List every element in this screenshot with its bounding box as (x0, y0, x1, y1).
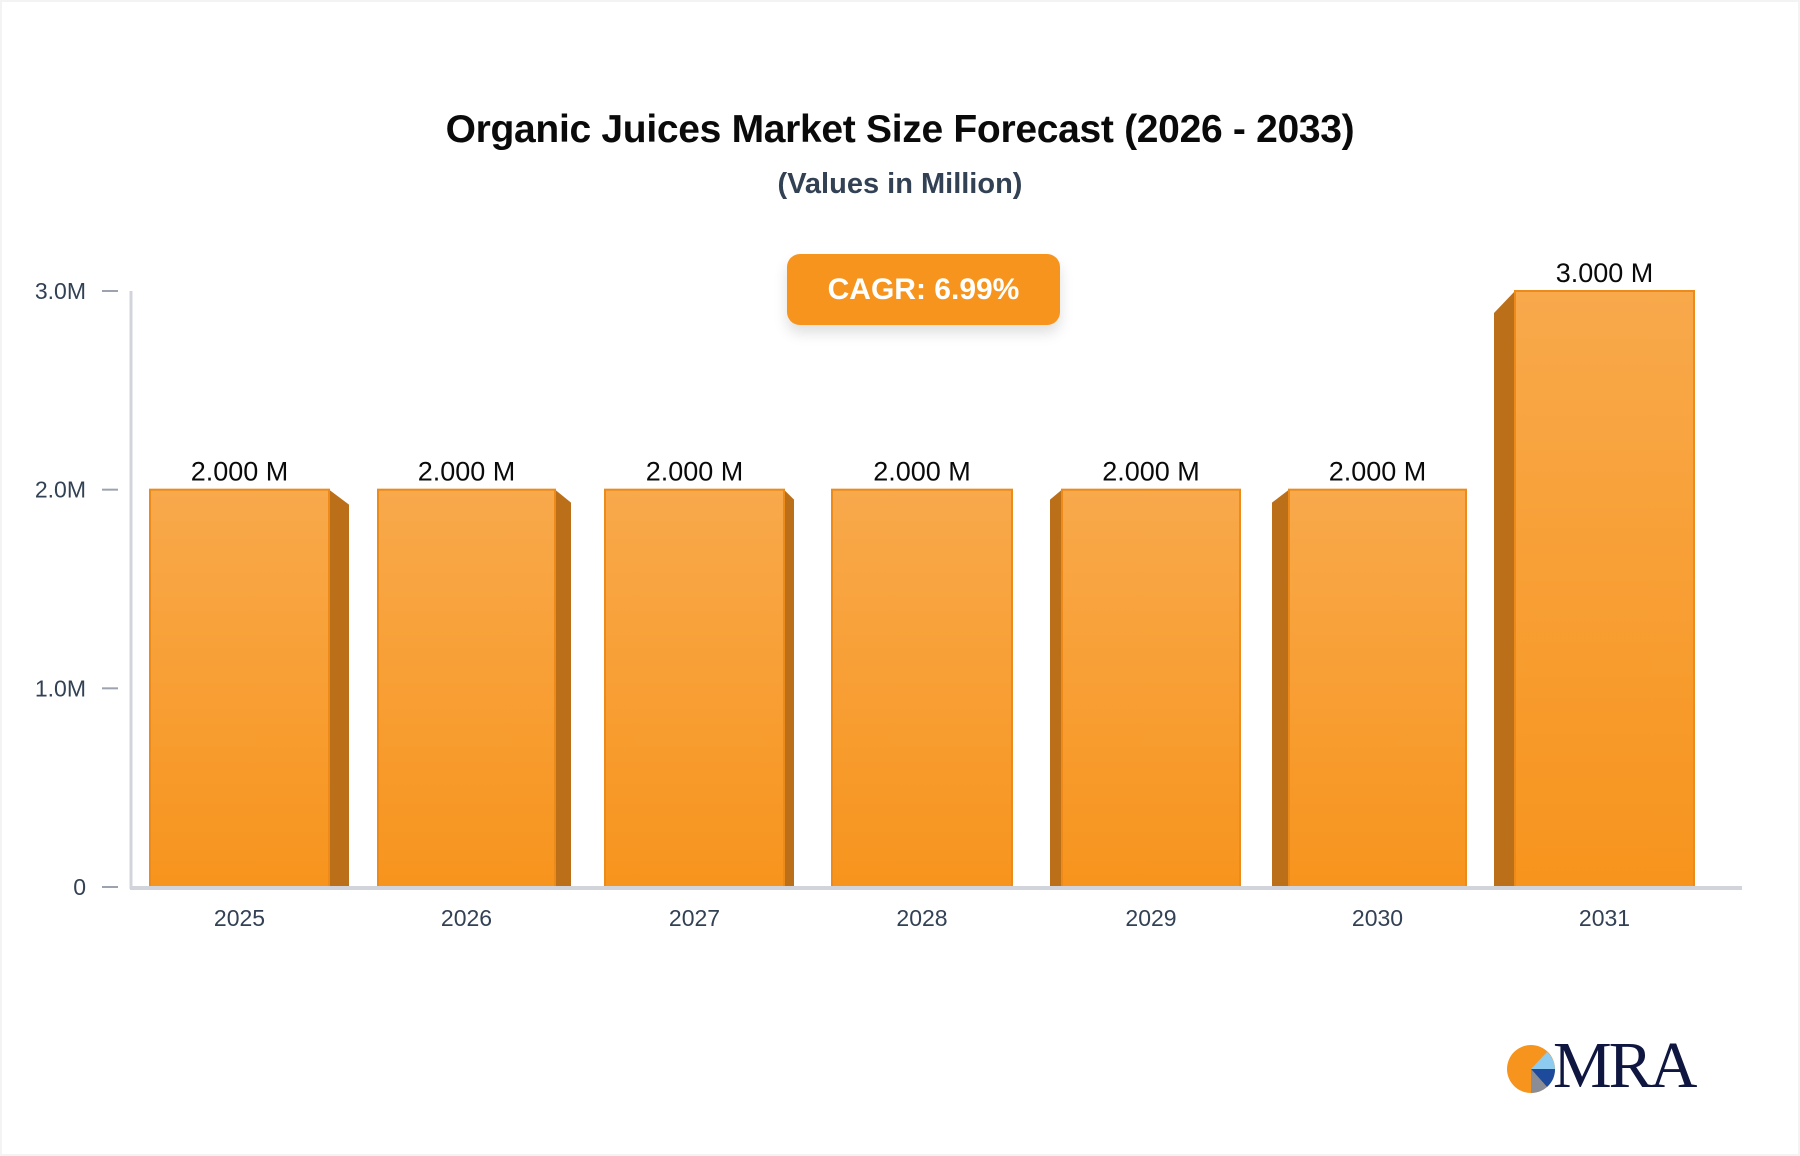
bar-value-label: 2.000 M (646, 457, 744, 487)
bar-value-label: 3.000 M (1556, 258, 1654, 288)
y-axis: 0 1.0M 2.0M 3.0M (35, 278, 133, 900)
bar-front-face (1061, 488, 1241, 888)
bar-2028: 2.000 M (831, 457, 1013, 888)
logo-text: MRA (1553, 1029, 1697, 1102)
cagr-badge: CAGR: 6.99% (787, 254, 1060, 325)
bar-side-face (555, 489, 571, 887)
bar-value-label: 2.000 M (191, 457, 289, 487)
x-tick-label: 2031 (1579, 905, 1630, 931)
x-axis: 2025 2026 2027 2028 2029 2030 2031 (130, 886, 1742, 931)
bar-side-face (329, 489, 349, 887)
y-tick-label: 1.0M (35, 675, 86, 701)
bar-2027: 2.000 M (604, 457, 794, 888)
bar-front-face (831, 488, 1013, 888)
bar-side-face (1494, 291, 1515, 887)
x-tick-label: 2027 (669, 905, 720, 931)
bar-value-label: 2.000 M (418, 457, 516, 487)
bar-front-face (149, 488, 330, 888)
x-tick-label: 2029 (1125, 905, 1176, 931)
x-tick-label: 2028 (896, 905, 947, 931)
bar-front-face (1288, 488, 1467, 888)
bars-group: 2.000 M 2.000 M 2.000 M 2.000 M 2.000 M 2.000… (149, 258, 1695, 888)
bar-front-face (604, 488, 785, 888)
bar-2029: 2.000 M (1050, 457, 1241, 888)
bar-front-face (1514, 290, 1695, 888)
bar-2025: 2.000 M (149, 457, 349, 888)
chart-title: Organic Juices Market Size Forecast (202… (445, 108, 1355, 151)
y-tick-label: 0 (73, 874, 86, 900)
bar-2031: 3.000 M (1494, 258, 1695, 888)
x-tick-label: 2025 (214, 905, 265, 931)
bar-side-face (784, 489, 794, 887)
bar-value-label: 2.000 M (1329, 457, 1427, 487)
bar-side-face (1272, 489, 1289, 887)
bar-2026: 2.000 M (377, 457, 571, 888)
bar-value-label: 2.000 M (1102, 457, 1200, 487)
x-tick-label: 2026 (441, 905, 492, 931)
y-tick-label: 2.0M (35, 477, 86, 503)
chart-subtitle: (Values in Million) (777, 168, 1023, 200)
bar-2030: 2.000 M (1272, 457, 1467, 888)
pie-chart-logo-icon (1507, 1045, 1556, 1094)
bar-front-face (377, 488, 556, 888)
x-tick-label: 2030 (1352, 905, 1403, 931)
y-tick-label: 3.0M (35, 278, 86, 304)
bar-side-face (1050, 489, 1062, 887)
bar-value-label: 2.000 M (873, 457, 971, 487)
